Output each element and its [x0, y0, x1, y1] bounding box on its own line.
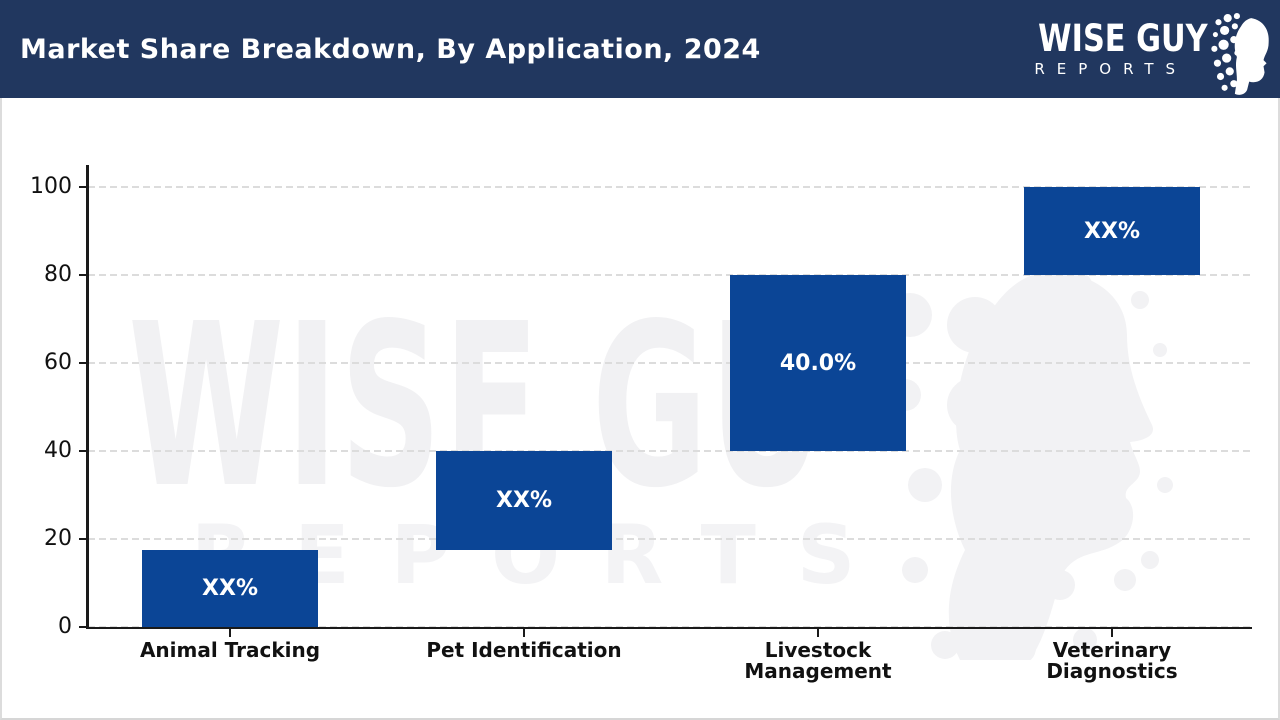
logo-name: WISE GUY — [1038, 17, 1208, 60]
logo-subtitle: REPORTS — [1034, 60, 1188, 78]
header-bar: Market Share Breakdown, By Application, … — [0, 0, 1280, 98]
watermark-reports: REPORTS — [191, 509, 897, 603]
logo-face-icon — [1211, 13, 1269, 95]
wise-guy-reports-logo: WISE GUY REPORTS — [1024, 6, 1274, 95]
page-title: Market Share Breakdown, By Application, … — [20, 33, 761, 65]
logo-text: WISE GUY REPORTS — [1001, 17, 1208, 79]
watermark-wordmark: WISE GU — [128, 276, 826, 538]
watermark-face-icon — [888, 257, 1173, 660]
